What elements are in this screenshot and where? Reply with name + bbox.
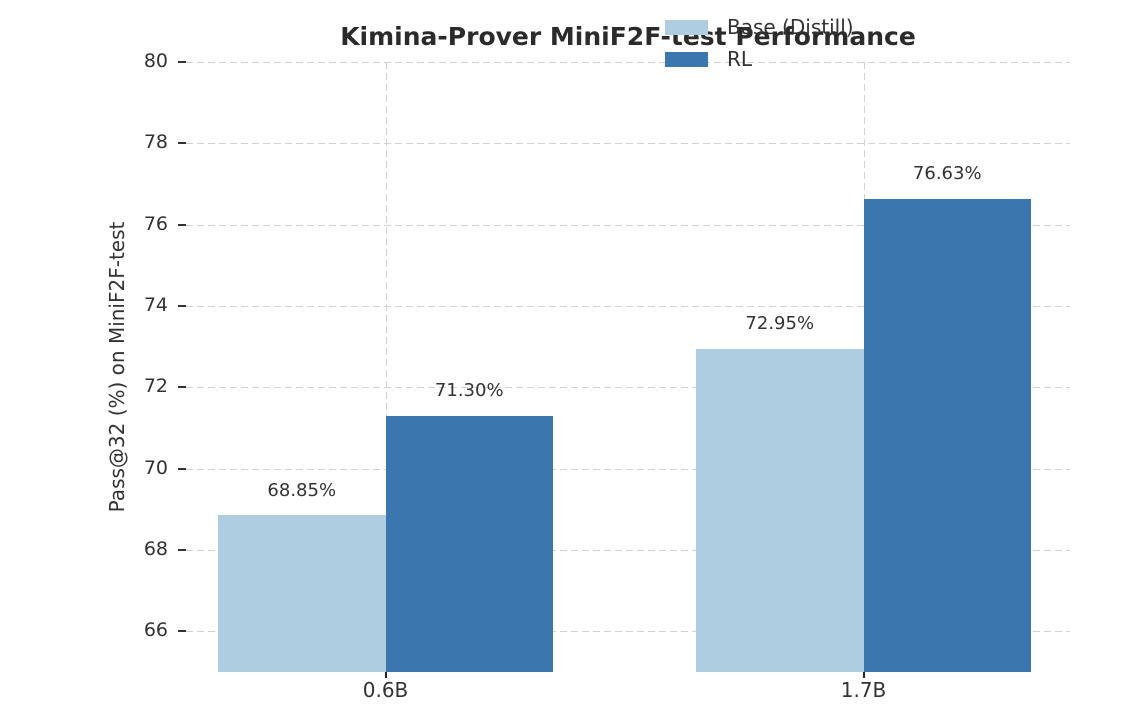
y-tick-label: 76 [143, 212, 168, 235]
legend-item: Base (Distill) [665, 15, 854, 39]
h-gridline [186, 550, 1070, 551]
y-tick-mark [178, 630, 186, 633]
y-tick-mark [178, 223, 186, 226]
h-gridline [186, 143, 1070, 145]
chart-title: Kimina-Prover MiniF2F-test Performance [340, 22, 916, 51]
h-gridline [186, 306, 1070, 307]
h-gridline [186, 62, 1070, 63]
y-tick-label: 66 [143, 619, 168, 642]
y-tick-label: 74 [143, 294, 168, 316]
bar-value-label: 71.30% [434, 380, 504, 402]
y-tick-label: 80 [143, 50, 168, 72]
bar-value-label: 76.63% [912, 163, 982, 185]
y-tick-mark [178, 549, 186, 551]
y-tick-mark [178, 467, 186, 470]
bar-value-label: 72.95% [745, 312, 815, 334]
y-tick-label: 70 [143, 456, 168, 479]
bar [696, 348, 864, 672]
legend-item: RL [665, 47, 854, 71]
y-tick-label: 72 [143, 375, 168, 398]
legend-label: RL [727, 47, 753, 71]
y-tick-mark [178, 61, 186, 63]
bar-value-label: 68.85% [267, 479, 337, 501]
bar [385, 415, 553, 672]
y-tick-label: 68 [143, 538, 168, 560]
x-tick-mark [384, 672, 387, 678]
h-gridline [186, 468, 1070, 470]
y-tick-label: 78 [143, 131, 168, 154]
bar [218, 515, 386, 672]
v-gridline [385, 62, 387, 672]
h-gridline [186, 631, 1070, 633]
plot-area: 68.85% 72.95% 71.30% 76.63% [186, 62, 1070, 672]
y-tick-mark [178, 386, 186, 389]
legend-label: Base (Distill) [727, 15, 854, 39]
bar [863, 199, 1031, 672]
h-gridline [186, 224, 1070, 226]
legend-swatch [665, 51, 708, 67]
x-tick-label: 1.7B [840, 678, 887, 702]
x-tick-label: 0.6B [362, 678, 409, 702]
legend: Base (Distill) RL [665, 15, 854, 79]
y-tick-mark [178, 142, 186, 145]
legend-swatch [665, 19, 708, 35]
y-tick-mark [178, 305, 186, 307]
x-tick-mark [862, 672, 865, 678]
h-gridline [186, 387, 1070, 389]
